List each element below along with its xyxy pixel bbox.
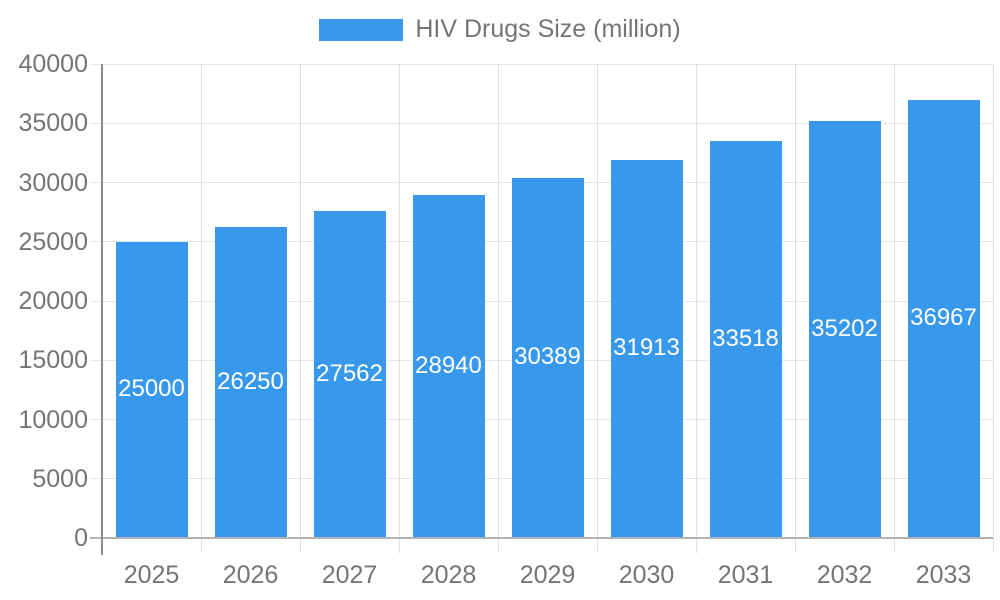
bar[interactable]: 33518 <box>709 140 782 537</box>
band-separator-line <box>299 64 301 553</box>
bar[interactable]: 25000 <box>115 241 188 537</box>
band-separator-line <box>893 64 895 553</box>
band-separator-line <box>200 64 202 553</box>
bar-value-label: 31913 <box>613 334 680 362</box>
bar[interactable]: 31913 <box>610 159 683 537</box>
bar[interactable]: 36967 <box>907 99 980 537</box>
y-axis-tick-label: 5000 <box>32 464 88 493</box>
band-separator-line <box>398 64 400 553</box>
x-axis-tick-label: 2032 <box>816 561 873 589</box>
bar[interactable]: 27562 <box>313 211 386 537</box>
legend: HIV Drugs Size (million) <box>0 17 1000 42</box>
y-axis-tick-label: 25000 <box>18 227 88 256</box>
y-gridline <box>90 122 993 124</box>
bar-value-label: 26250 <box>217 367 284 395</box>
x-axis-tick-label: 2029 <box>519 561 576 589</box>
band-separator-line <box>992 64 994 553</box>
y-axis-tick-label: 35000 <box>18 109 88 138</box>
y-axis-tick-label: 10000 <box>18 405 88 434</box>
y-axis-tick-label: 15000 <box>18 346 88 375</box>
bar-value-label: 33518 <box>712 324 779 352</box>
y-axis-tick-label: 20000 <box>18 287 88 315</box>
band-separator-line <box>497 64 499 553</box>
y-axis-tick-label: 40000 <box>18 50 88 78</box>
bar-value-label: 25000 <box>118 375 185 403</box>
x-axis-tick-label: 2026 <box>222 561 279 589</box>
bar-value-label: 36967 <box>910 304 977 332</box>
x-axis-tick-label: 2033 <box>915 561 972 589</box>
bar-value-label: 35202 <box>811 314 878 342</box>
bar[interactable]: 35202 <box>808 120 881 537</box>
bar-value-label: 30389 <box>514 343 581 371</box>
band-separator-line <box>794 64 796 553</box>
x-axis-tick-label: 2028 <box>420 561 477 589</box>
bar[interactable]: 28940 <box>412 195 485 537</box>
legend-item[interactable]: HIV Drugs Size (million) <box>319 15 681 43</box>
x-axis-tick-label: 2025 <box>123 561 180 589</box>
y-axis-line <box>101 64 103 555</box>
x-axis-tick-label: 2031 <box>717 561 774 589</box>
band-separator-line <box>695 64 697 553</box>
y-gridline <box>90 63 993 65</box>
x-axis-baseline <box>90 537 993 539</box>
bar-value-label: 27562 <box>316 360 383 388</box>
legend-label: HIV Drugs Size (million) <box>415 15 681 43</box>
y-axis-tick-label: 0 <box>74 524 88 552</box>
y-axis-tick-label: 30000 <box>18 168 88 197</box>
band-separator-line <box>596 64 598 553</box>
legend-swatch-icon <box>319 18 404 41</box>
x-axis-tick-label: 2027 <box>321 561 378 589</box>
bar[interactable]: 26250 <box>214 226 287 537</box>
x-axis-tick-label: 2030 <box>618 561 675 589</box>
bar-value-label: 28940 <box>415 352 482 380</box>
bar[interactable]: 30389 <box>511 177 584 537</box>
